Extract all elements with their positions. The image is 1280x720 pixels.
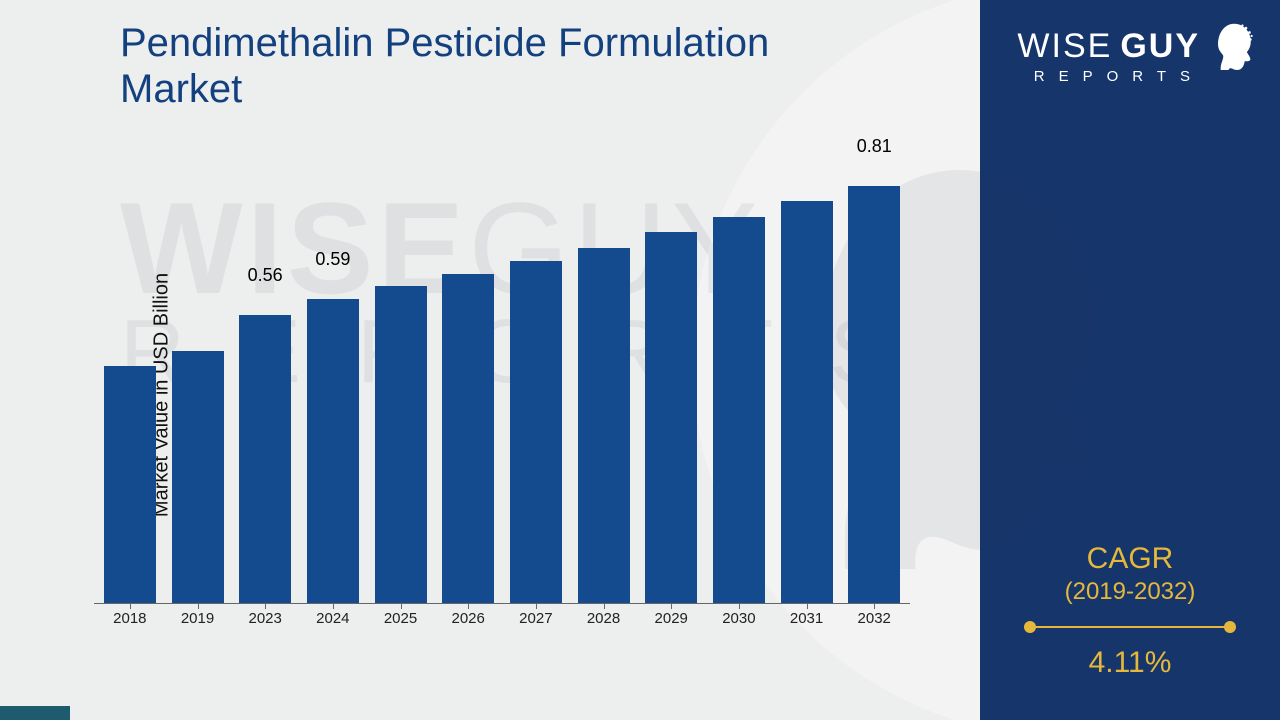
cagr-divider: [1030, 626, 1230, 628]
bar-column: [705, 150, 773, 603]
x-tick-label: 2024: [299, 604, 367, 640]
x-tick-label: 2019: [164, 604, 232, 640]
bar-column: 0.56: [231, 150, 299, 603]
bar-value-label: 0.59: [315, 249, 350, 274]
bottom-accent: [0, 706, 70, 720]
bar-rect: [510, 261, 562, 603]
x-axis: 2018201920232024202520262027202820292030…: [94, 604, 910, 640]
bar-rect: [172, 351, 224, 603]
bar-column: 0.81: [840, 150, 908, 603]
bar-rect: [307, 299, 359, 603]
x-tick-label: 2026: [434, 604, 502, 640]
cagr-value: 4.11%: [980, 646, 1280, 680]
bar-column: [570, 150, 638, 603]
bar-chart: Market Value in USD Billion 0.560.590.81…: [70, 150, 910, 640]
x-tick-label: 2029: [637, 604, 705, 640]
bar-rect: [104, 366, 156, 603]
bar-column: [773, 150, 841, 603]
x-tick-label: 2025: [367, 604, 435, 640]
bar-column: [164, 150, 232, 603]
bar-column: [637, 150, 705, 603]
chart-canvas: WISEGUY REPORTS Pendimethalin Pesticide …: [0, 0, 1280, 720]
logo-head-icon: [1208, 22, 1256, 70]
logo-subtitle: REPORTS: [996, 68, 1256, 85]
bar-rect: [781, 201, 833, 603]
bar-rect: [239, 315, 291, 603]
bar-value-label: 0.81: [857, 136, 892, 161]
bar-column: [502, 150, 570, 603]
cagr-label: CAGR: [980, 542, 1280, 576]
bar-column: 0.59: [299, 150, 367, 603]
plot-area: 0.56 0.59 0.81: [94, 150, 910, 604]
bar-column: [96, 150, 164, 603]
cagr-block: CAGR (2019-2032) 4.11%: [980, 542, 1280, 680]
x-tick-label: 2031: [773, 604, 841, 640]
bar-rect: [442, 274, 494, 603]
bars-container: 0.56 0.59 0.81: [94, 150, 910, 603]
x-tick-label: 2032: [840, 604, 908, 640]
bar-value-label: 0.56: [248, 265, 283, 290]
bar-rect: [848, 186, 900, 603]
x-tick-label: 2023: [231, 604, 299, 640]
logo-word1: WISE: [1017, 27, 1112, 66]
bar-column: [367, 150, 435, 603]
bar-rect: [578, 248, 630, 603]
brand-logo: WISE GUY REPORTS: [996, 22, 1256, 85]
bar-rect: [713, 217, 765, 603]
chart-title: Pendimethalin Pesticide Formulation Mark…: [120, 20, 860, 112]
cagr-range: (2019-2032): [980, 578, 1280, 606]
logo-word2: GUY: [1120, 27, 1200, 66]
bar-rect: [645, 232, 697, 603]
x-tick-label: 2030: [705, 604, 773, 640]
x-tick-label: 2028: [570, 604, 638, 640]
bar-column: [434, 150, 502, 603]
bar-rect: [375, 286, 427, 603]
x-tick-label: 2027: [502, 604, 570, 640]
x-tick-label: 2018: [96, 604, 164, 640]
